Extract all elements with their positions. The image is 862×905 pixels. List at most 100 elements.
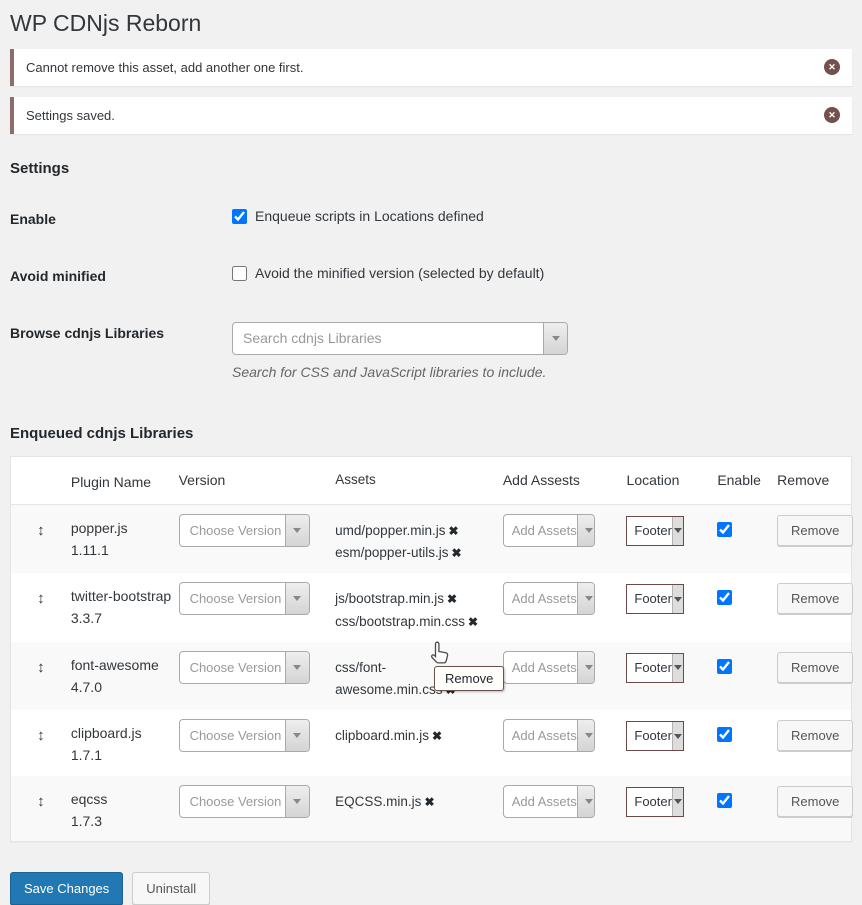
version-select[interactable]: Choose Version [178,719,310,753]
assets-cell: EQCSS.min.js ✖ [335,785,503,813]
page-title: WP CDNjs Reborn [10,10,202,36]
enable-row-checkbox[interactable] [717,658,733,674]
drag-handle-icon[interactable]: ↕ [37,590,45,608]
chevron-down-icon[interactable] [284,651,309,683]
assets-cell: umd/popper.min.js ✖ esm/popper-utils.js ✖ [335,514,503,565]
notice-error: Cannot remove this asset, add another on… [10,48,852,86]
chevron-down-icon [671,653,684,682]
location-select[interactable]: Footer [626,515,685,546]
chevron-down-icon [671,722,684,751]
plugin-name: popper.js [70,519,128,536]
asset-remove-icon[interactable]: ✖ [446,592,458,607]
asset-remove-icon[interactable]: ✖ [467,614,479,629]
asset-remove-icon[interactable]: ✖ [431,729,443,744]
chevron-down-icon[interactable] [576,514,594,546]
plugin-name-cell: popper.js 1.11.1 [71,514,179,561]
enable-row-checkbox[interactable] [717,590,733,606]
form-row-browse-libraries: Browse cdnjs Libraries Search cdnjs Libr… [10,303,852,399]
chevron-down-icon[interactable] [284,785,309,817]
version-select[interactable]: Choose Version [178,513,310,547]
plugin-version: 1.7.3 [70,812,102,829]
table-row: ↕ twitter-bootstrap 3.3.7 Choose Version… [11,573,854,642]
chevron-down-icon[interactable] [576,785,594,817]
chevron-down-icon[interactable] [284,514,309,546]
drag-handle-icon[interactable]: ↕ [37,792,45,810]
table-row: ↕ popper.js 1.11.1 Choose Version umd/po… [11,504,854,574]
add-assets-select[interactable]: Add Assets [502,582,595,616]
chevron-down-icon[interactable] [543,322,567,354]
add-assets-select[interactable]: Add Assets [502,719,595,753]
location-select[interactable]: Footer [626,786,685,817]
version-select[interactable]: Choose Version [178,582,310,616]
plugin-name: twitter-bootstrap [70,588,172,605]
asset-name: umd/popper.min.js [335,522,446,538]
drag-handle-icon[interactable]: ↕ [37,521,45,539]
enable-checkbox-label: Enqueue scripts in Locations defined [255,207,484,224]
location-select[interactable]: Footer [626,721,685,752]
notice-text: Cannot remove this asset, add another on… [26,59,304,75]
remove-row-button[interactable]: Remove [777,785,854,817]
version-select[interactable]: Choose Version [178,784,310,818]
browse-libraries-label: Browse cdnjs Libraries [10,324,165,341]
notice-text: Settings saved. [26,107,115,123]
dismiss-notice-icon[interactable]: ✕ [824,59,840,76]
enable-checkbox[interactable] [232,208,247,224]
remove-row-button[interactable]: Remove [777,651,854,683]
add-assets-select[interactable]: Add Assets [502,650,595,684]
chevron-down-icon[interactable] [576,720,594,752]
location-select[interactable]: Footer [626,652,685,683]
uninstall-button[interactable]: Uninstall [132,872,211,905]
plugin-name-cell: eqcss 1.7.3 [71,785,179,832]
assets-cell: js/bootstrap.min.js ✖ css/bootstrap.min.c… [335,582,503,633]
form-row-avoid-minified: Avoid minified Avoid the minified versio… [10,246,852,303]
drag-handle-icon[interactable]: ↕ [37,658,45,676]
col-header-add-assets: Add Assests [502,472,580,489]
enqueued-libraries-table: Plugin Name Version Assets Add Assests L… [10,455,854,843]
asset-remove-icon[interactable]: ✖ [451,546,462,561]
add-assets-select[interactable]: Add Assets [502,513,595,547]
chevron-down-icon [671,516,684,545]
remove-row-button[interactable]: Remove [777,583,854,615]
dismiss-notice-icon[interactable]: ✕ [824,107,840,124]
avoid-minified-checkbox[interactable] [232,265,247,281]
remove-row-button[interactable]: Remove [777,514,854,546]
enable-row-checkbox[interactable] [717,792,733,808]
asset-name: clipboard.min.js [335,728,429,744]
enable-row-checkbox[interactable] [717,521,733,537]
asset-name: esm/popper-utils.js [335,545,449,561]
plugin-version: 3.3.7 [70,610,102,627]
remove-tooltip: Remove [434,666,505,691]
table-row: ↕ clipboard.js 1.7.1 Choose Version clip… [11,710,854,775]
chevron-down-icon[interactable] [576,651,594,683]
enqueued-heading: Enqueued cdnjs Libraries [10,424,194,442]
plugin-version: 1.11.1 [70,541,109,558]
version-select[interactable]: Choose Version [178,650,310,684]
chevron-down-icon[interactable] [284,720,309,752]
asset-name: css/bootstrap.min.css [335,613,465,629]
search-description: Search for CSS and JavaScript libraries … [232,363,547,380]
drag-handle-icon[interactable]: ↕ [37,727,45,745]
table-row: ↕ font-awesome 4.7.0 Choose Version css/… [11,641,854,711]
search-libraries-select[interactable]: Search cdnjs Libraries [232,321,568,355]
chevron-down-icon[interactable] [284,583,309,615]
plugin-name: font-awesome [70,656,159,673]
asset-remove-icon[interactable]: ✖ [424,794,435,809]
page-wrap: WP CDNjs Reborn Cannot remove this asset… [10,0,854,905]
chevron-down-icon[interactable] [576,583,594,615]
plugin-version: 4.7.0 [70,678,102,695]
asset-remove-icon[interactable]: ✖ [448,523,459,538]
assets-cell: clipboard.min.js ✖ [335,719,503,747]
enable-row-checkbox[interactable] [717,727,733,743]
chevron-down-icon [671,585,684,614]
form-actions: Save Changes Uninstall [10,872,852,905]
col-header-plugin-name: Plugin Name [70,473,152,490]
plugin-version: 1.7.1 [70,747,102,764]
location-select[interactable]: Footer [626,584,685,615]
chevron-down-icon [671,787,684,816]
cursor-pointer-icon [430,641,451,668]
add-assets-select[interactable]: Add Assets [502,784,595,818]
save-changes-button[interactable]: Save Changes [10,872,124,905]
remove-row-button[interactable]: Remove [777,720,854,752]
asset-name: EQCSS.min.js [335,793,422,809]
plugin-name-cell: twitter-bootstrap 3.3.7 [71,582,179,629]
